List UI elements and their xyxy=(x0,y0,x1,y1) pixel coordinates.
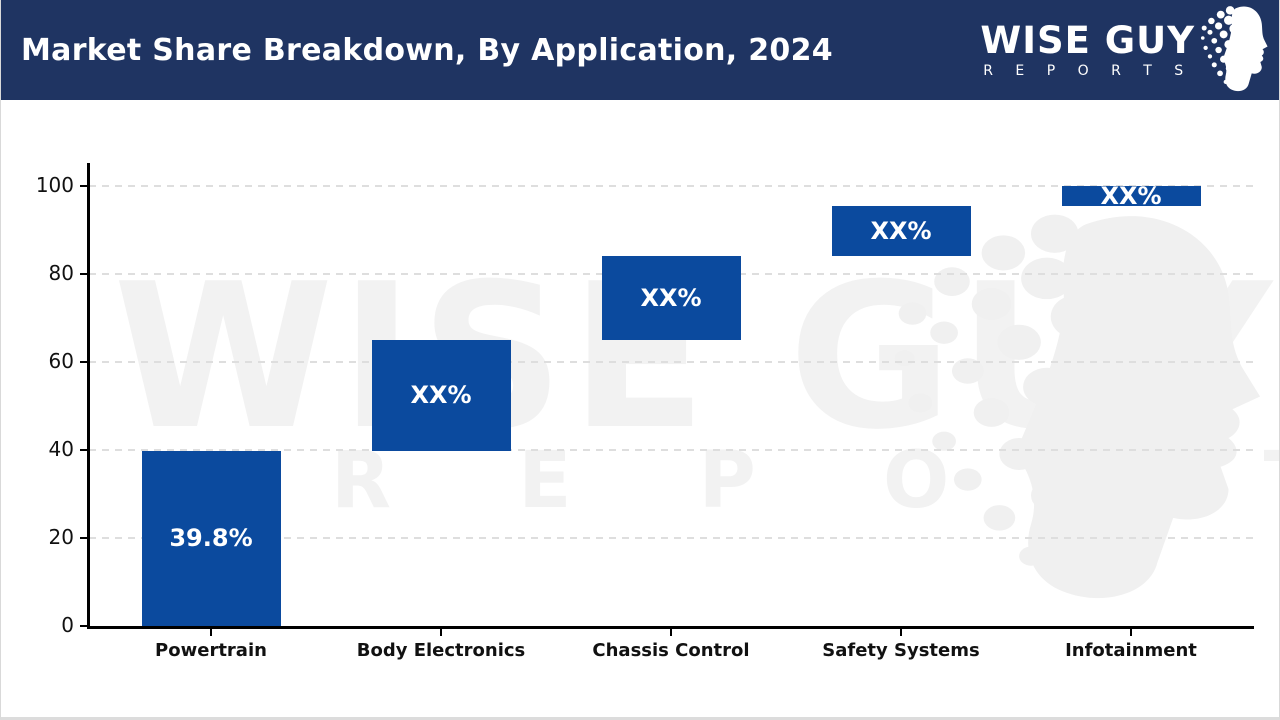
y-tickmark-100 xyxy=(80,185,89,187)
bar-body-electronics: XX% xyxy=(371,340,511,451)
brand-head-icon xyxy=(1200,6,1268,92)
bar-value-label: XX% xyxy=(1100,181,1162,210)
x-tickmark-4 xyxy=(1130,628,1132,636)
y-tick-label-0: 0 xyxy=(61,613,74,637)
x-tickmark-1 xyxy=(440,628,442,636)
page-title: Market Share Breakdown, By Application, … xyxy=(21,32,833,68)
x-axis-label-0: Powertrain xyxy=(155,640,267,661)
y-axis-spine xyxy=(87,163,90,628)
bar-safety-systems: XX% xyxy=(831,205,971,257)
brand-name: WISE GUY xyxy=(980,19,1195,62)
gridline-20 xyxy=(89,537,1254,539)
y-tickmark-60 xyxy=(80,361,89,363)
y-tick-label-100: 100 xyxy=(35,173,74,197)
y-tick-label-80: 80 xyxy=(48,261,74,285)
bar-infotainment: XX% xyxy=(1061,182,1201,210)
header-band: Market Share Breakdown, By Application, … xyxy=(1,0,1279,100)
bar-chassis-control: XX% xyxy=(601,256,741,340)
y-tickmark-40 xyxy=(80,449,89,451)
bar-value-label: XX% xyxy=(410,381,472,410)
watermark-head-icon xyxy=(894,214,1261,599)
brand-subname: R E P O R T S xyxy=(983,63,1193,79)
x-tickmark-0 xyxy=(210,628,212,636)
y-tick-label-20: 20 xyxy=(48,525,74,549)
bar-value-label: 39.8% xyxy=(169,524,253,553)
x-tickmark-2 xyxy=(670,628,672,636)
y-tickmark-0 xyxy=(80,625,89,627)
x-tickmark-3 xyxy=(900,628,902,636)
bar-powertrain: 39.8% xyxy=(141,450,281,626)
gridline-40 xyxy=(89,449,1254,451)
y-tick-label-40: 40 xyxy=(48,437,74,461)
brand-logo-text: WISE GUY R E P O R T S xyxy=(980,22,1195,78)
gridline-60 xyxy=(89,361,1254,363)
x-axis-label-2: Chassis Control xyxy=(592,640,750,661)
x-axis-label-3: Safety Systems xyxy=(822,640,980,661)
y-tick-label-60: 60 xyxy=(48,349,74,373)
brand-logo: WISE GUY R E P O R T S xyxy=(980,4,1269,96)
y-tickmark-20 xyxy=(80,537,89,539)
x-axis-spine xyxy=(87,626,1254,629)
bar-value-label: XX% xyxy=(640,284,702,313)
gridline-100 xyxy=(89,185,1254,187)
y-tickmark-80 xyxy=(80,273,89,275)
x-axis-label-1: Body Electronics xyxy=(356,640,526,661)
bar-value-label: XX% xyxy=(870,217,932,246)
x-axis-label-4: Infotainment xyxy=(1065,640,1197,661)
